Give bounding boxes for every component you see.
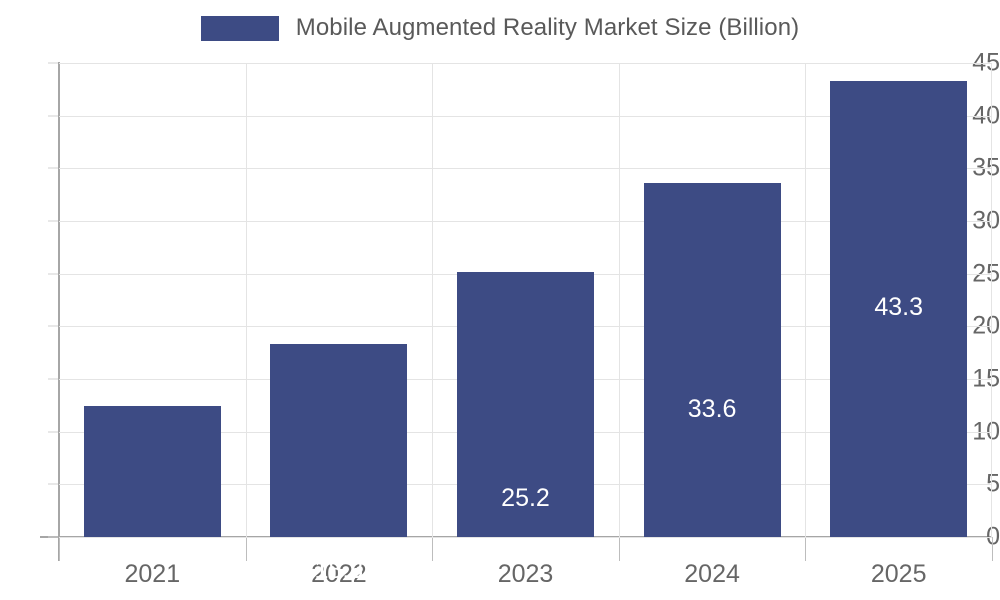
bar[interactable] [643,183,781,537]
y-axis-tick-label: 5 [986,469,1000,498]
x-axis-tick-label: 2024 [684,560,740,588]
y-axis-tick-mark [48,536,58,538]
gridline-vertical [246,63,247,537]
x-axis-tick-mark [59,537,60,561]
y-axis-tick-label: 15 [972,364,1000,393]
legend-series-label: Mobile Augmented Reality Market Size (Bi… [295,14,800,41]
y-axis-tick-label: 20 [972,311,1000,340]
plot-area: 12.418.325.233.643.3 [59,63,992,584]
y-axis-tick-label: 35 [972,153,1000,182]
gridline-vertical [991,63,992,537]
gridline-horizontal [59,63,992,64]
gridline-vertical [619,63,620,537]
gridline-horizontal [59,537,992,538]
y-axis-tick-label: 25 [972,259,1000,288]
gridline-vertical [432,63,433,537]
x-axis-tick-mark [805,537,806,561]
y-axis-tick-label: 40 [972,101,1000,130]
bar-value-label: 18.3 [314,556,364,585]
x-axis-tick-mark [432,537,433,561]
y-axis-tick-label: 10 [972,417,1000,446]
y-axis-tick-label: 45 [972,48,1000,77]
gridline-vertical [805,63,806,537]
y-axis-tick-mark [48,62,58,64]
y-axis-tick-mark [48,115,58,117]
y-axis-line [58,62,60,561]
x-axis-tick-label: 2021 [124,560,181,588]
bar[interactable] [456,271,595,537]
x-axis-tick-label: 2022 [311,560,367,588]
gridline-horizontal [59,221,992,222]
legend-color-swatch-icon [200,15,279,41]
x-axis-tick-label: 2025 [870,560,927,588]
bar[interactable] [83,406,221,537]
bar-value-label: 25.2 [501,483,550,512]
bar[interactable] [270,344,408,537]
y-axis-tick-mark [48,483,58,485]
y-axis-tick-mark [48,220,58,222]
x-axis-tick-label: 2023 [497,560,554,588]
bar[interactable] [830,80,968,537]
x-axis-tick-mark [619,537,620,561]
y-axis-tick-label: 0 [986,522,1000,551]
bar-value-label: 43.3 [874,292,924,321]
y-axis-tick-mark [48,431,58,433]
gridline-horizontal [59,115,992,117]
y-axis-tick-mark [48,378,58,380]
bar-value-label: 33.6 [687,395,737,424]
x-axis-tick-mark [992,537,993,561]
chart-legend: Mobile Augmented Reality Market Size (Bi… [0,8,1000,48]
y-axis-tick-mark [48,325,58,327]
gridline-horizontal [59,168,992,170]
y-axis-tick-mark [48,273,58,275]
y-axis-tick-mark [48,167,58,169]
x-axis-tick-mark [246,537,247,561]
y-axis-tick-label: 30 [972,206,1000,235]
